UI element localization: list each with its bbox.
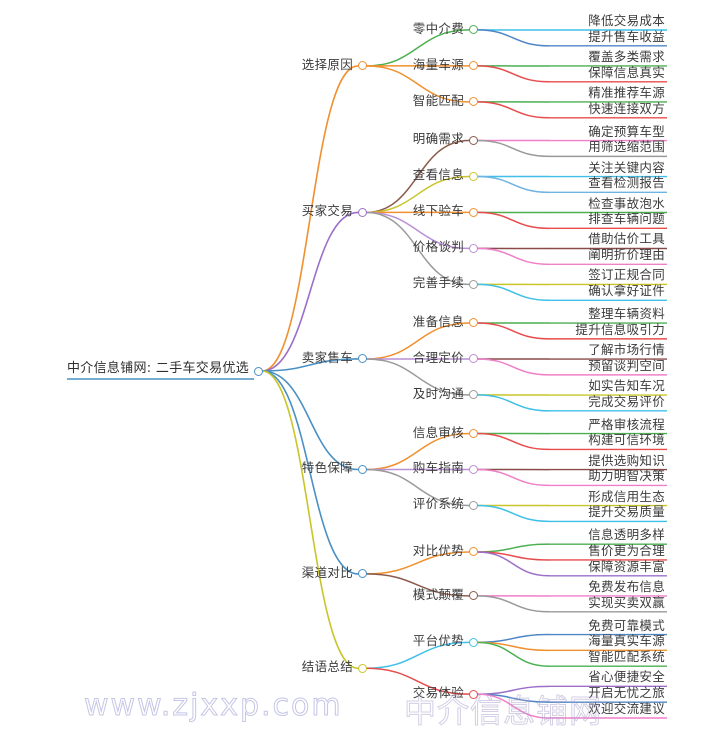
mindmap-node-l1-5[interactable]	[357, 663, 367, 673]
mindmap-label-leaf-3-0-1[interactable]: 构建可信环境	[588, 432, 665, 448]
mindmap-label-leaf-0-0-0[interactable]: 降低交易成本	[588, 13, 665, 28]
mindmap-label-leaf-1-4-0[interactable]: 签订正规合同	[588, 267, 665, 283]
mindmap-label-l2-3-0[interactable]: 信息审核	[412, 424, 464, 440]
mindmap-label-leaf-5-0-1[interactable]: 海量真实车源	[588, 633, 665, 649]
mindmap-node-l2-1-3[interactable]	[468, 243, 478, 253]
mindmap-label-leaf-1-4-1[interactable]: 确认拿好证件	[588, 283, 665, 299]
mindmap-label-root[interactable]: 中介信息铺网: 二手车交易优选	[66, 361, 249, 376]
mindmap-node-l2-0-0[interactable]	[468, 25, 478, 35]
mindmap-label-leaf-0-2-1[interactable]: 快速连接双方	[588, 100, 665, 116]
mindmap-label-leaf-2-1-0[interactable]: 了解市场行情	[588, 342, 665, 358]
mindmap-label-leaf-2-2-1[interactable]: 完成交易评价	[588, 393, 665, 409]
mindmap-node-l2-5-0[interactable]	[468, 637, 478, 647]
mindmap-label-leaf-4-1-0[interactable]: 免费发布信息	[588, 578, 665, 594]
mindmap-node-l2-3-1[interactable]	[468, 464, 478, 474]
mindmap-label-leaf-1-2-1[interactable]: 排查车辆问题	[588, 211, 665, 227]
mindmap-label-l1-1[interactable]: 买家交易	[301, 203, 353, 219]
mindmap-label-leaf-1-3-0[interactable]: 借助估价工具	[588, 231, 665, 247]
mindmap-node-l2-4-1[interactable]	[468, 591, 478, 601]
mindmap-label-leaf-3-2-1[interactable]: 提升交易质量	[588, 504, 665, 520]
mindmap-label-l2-0-2[interactable]: 智能匹配	[412, 92, 464, 108]
mindmap-label-leaf-2-1-1[interactable]: 预留谈判空间	[588, 357, 665, 373]
mindmap-label-l2-4-1[interactable]: 模式颠覆	[412, 586, 464, 602]
mindmap-label-leaf-1-1-1[interactable]: 查看检测报告	[588, 175, 665, 191]
mindmap-node-l2-3-0[interactable]	[468, 429, 478, 438]
mindmap-node-l2-3-2[interactable]	[468, 500, 478, 510]
mindmap-label-leaf-5-1-1[interactable]: 开启无忧之旅	[588, 685, 665, 701]
mindmap-label-leaf-2-0-1[interactable]: 提升信息吸引力	[575, 321, 665, 337]
mindmap-label-leaf-0-2-0[interactable]: 精准推荐车源	[588, 84, 665, 100]
mindmap-label-l2-1-3[interactable]: 价格谈判	[412, 239, 464, 255]
mindmap-label-l2-2-2[interactable]: 及时沟通	[412, 385, 464, 401]
watermark-url: www.zjxxp.com	[84, 688, 343, 724]
mindmap-node-l2-2-1[interactable]	[468, 354, 478, 364]
mindmap-label-l1-3[interactable]: 特色保障	[301, 460, 353, 476]
mindmap-label-l2-0-0[interactable]: 零中介费	[412, 20, 464, 36]
mindmap-label-leaf-2-0-0[interactable]: 整理车辆资料	[588, 306, 665, 322]
mindmap-label-leaf-3-2-0[interactable]: 形成信用生态	[588, 488, 665, 504]
mindmap-label-l2-2-0[interactable]: 准备信息	[412, 313, 464, 329]
mindmap-node-l2-4-0[interactable]	[468, 547, 478, 557]
mindmap-label-l2-1-4[interactable]: 完善手续	[412, 275, 464, 291]
mindmap-label-leaf-5-1-0[interactable]: 省心便捷安全	[588, 669, 665, 685]
mindmap-node-l2-1-0[interactable]	[468, 135, 478, 145]
mindmap-node-l2-1-1[interactable]	[468, 171, 478, 181]
mindmap-label-leaf-5-0-2[interactable]: 智能匹配系统	[588, 649, 665, 665]
mindmap-label-leaf-4-0-2[interactable]: 保障资源丰富	[588, 558, 665, 574]
mindmap-label-leaf-2-2-0[interactable]: 如实告知车况	[588, 378, 665, 394]
mindmap-node-l1-2[interactable]	[357, 354, 367, 364]
mindmap-label-leaf-0-1-0[interactable]: 覆盖多类需求	[588, 48, 665, 64]
mindmap-node-l2-0-1[interactable]	[468, 61, 478, 71]
mindmap-label-l2-3-1[interactable]: 购车指南	[412, 460, 464, 476]
mindmap-node-l2-2-2[interactable]	[468, 390, 478, 400]
mindmap-label-l2-0-1[interactable]: 海量车源	[412, 56, 464, 72]
mindmap-label-leaf-4-0-0[interactable]: 信息透明多样	[588, 527, 665, 543]
mindmap-label-leaf-1-0-0[interactable]: 确定预算车型	[588, 123, 665, 139]
mindmap-label-leaf-4-0-1[interactable]: 售价更为合理	[588, 542, 665, 558]
mindmap-label-l2-1-0[interactable]: 明确需求	[412, 131, 464, 147]
mindmap-node-l2-5-1[interactable]	[468, 689, 478, 699]
mindmap-label-l2-5-1[interactable]: 交易体验	[412, 685, 464, 701]
mindmap-node-l1-4[interactable]	[357, 569, 367, 579]
mindmap-label-leaf-4-1-1[interactable]: 实现买卖双赢	[588, 594, 665, 610]
mindmap-node-l2-2-0[interactable]	[468, 318, 478, 328]
mindmap-label-leaf-0-0-1[interactable]: 提升售车收益	[588, 28, 665, 44]
mindmap-label-leaf-3-1-0[interactable]: 提供选购知识	[588, 452, 665, 468]
mindmap-label-l2-3-2[interactable]: 评价系统	[412, 496, 464, 512]
mindmap-label-l1-4[interactable]: 渠道对比	[301, 564, 353, 580]
mindmap-label-leaf-5-1-2[interactable]: 欢迎交流建议	[588, 701, 665, 716]
mindmap-label-l2-1-1[interactable]: 查看信息	[412, 167, 464, 183]
mindmap-label-leaf-1-1-0[interactable]: 关注关键内容	[588, 159, 665, 175]
mindmap-node-l2-0-2[interactable]	[468, 97, 478, 107]
mindmap-node-l1-0[interactable]	[357, 61, 367, 71]
mindmap-label-l1-5[interactable]: 结语总结	[301, 659, 353, 675]
mindmap-label-leaf-3-0-0[interactable]: 严格审核流程	[588, 416, 665, 432]
mindmap-label-leaf-1-2-0[interactable]: 检查事故泡水	[588, 195, 665, 211]
mindmap-label-l2-4-0[interactable]: 对比优势	[412, 542, 464, 558]
mindmap-label-l2-2-1[interactable]: 合理定价	[412, 349, 464, 365]
mindmap-node-l2-1-2[interactable]	[468, 207, 478, 217]
mindmap-label-l2-1-2[interactable]: 线下验车	[412, 203, 464, 219]
mindmap-label-l2-5-0[interactable]: 平台优势	[412, 633, 464, 649]
mindmap-node-root[interactable]	[253, 366, 263, 376]
mindmap-label-leaf-1-3-1[interactable]: 阐明折价理由	[588, 247, 665, 263]
mindmap-label-l1-0[interactable]: 选择原因	[301, 56, 353, 72]
mindmap-node-l1-1[interactable]	[357, 207, 367, 217]
mindmap-label-leaf-3-1-1[interactable]: 助力明智决策	[588, 468, 665, 484]
mindmap-label-l1-2[interactable]: 卖家售车	[301, 349, 353, 365]
mindmap-label-leaf-0-1-1[interactable]: 保障信息真实	[588, 64, 665, 80]
mindmap-label-leaf-5-0-0[interactable]: 免费可靠模式	[588, 617, 665, 633]
mindmap-node-l2-1-4[interactable]	[468, 279, 478, 289]
mindmap-node-l1-3[interactable]	[357, 464, 367, 474]
mindmap-label-leaf-1-0-1[interactable]: 用筛选缩范围	[588, 139, 665, 155]
